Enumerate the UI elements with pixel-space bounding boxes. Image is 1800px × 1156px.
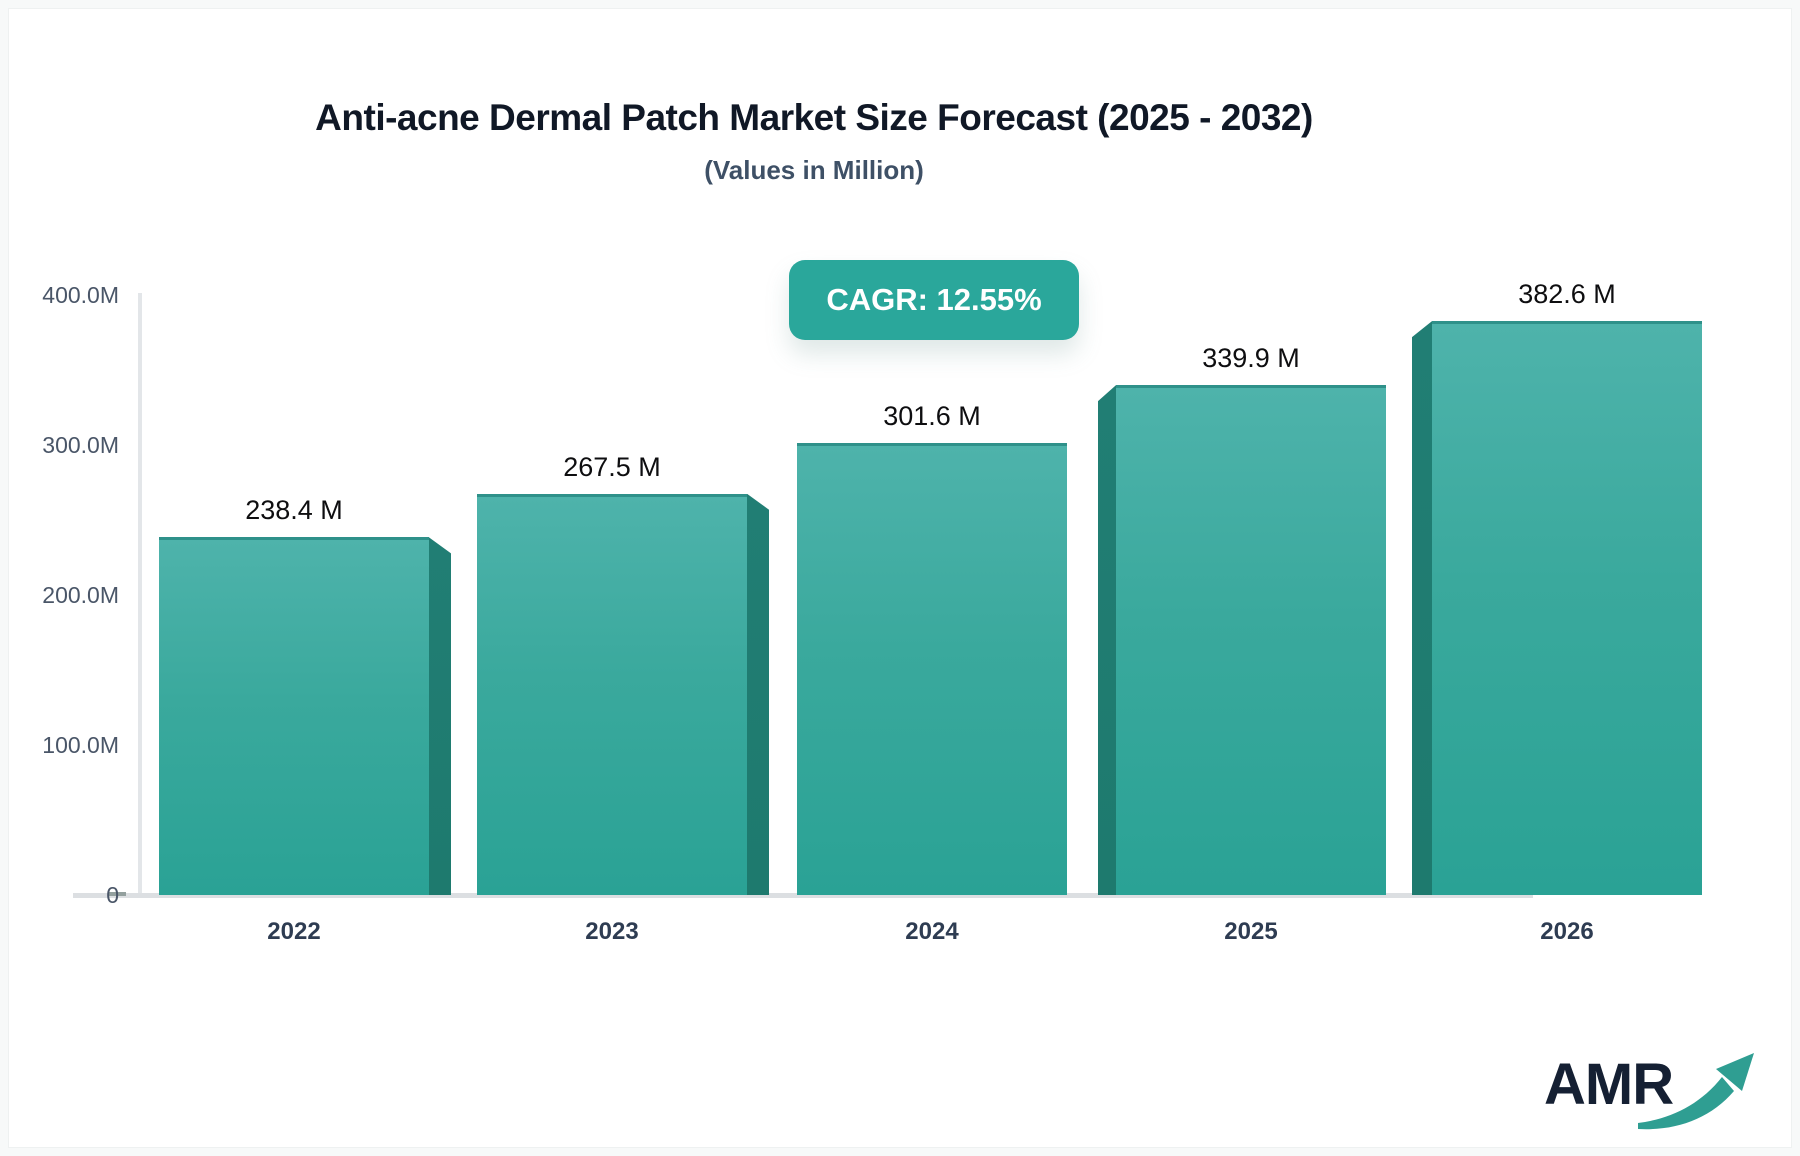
bar-2024 xyxy=(797,442,1067,895)
y-tick-label: 200.0M xyxy=(42,582,119,608)
x-tick-label-2026: 2026 xyxy=(1540,918,1594,945)
bar-3d-side-2025 xyxy=(1098,385,1116,895)
bar-3d-side-2022 xyxy=(429,537,451,895)
y-tick-label: 100.0M xyxy=(42,732,119,758)
bar-2025 xyxy=(1116,385,1386,895)
bar-3d-side-2023 xyxy=(747,493,769,895)
x-axis-baseline xyxy=(73,893,1533,898)
y-tick-label: 0 xyxy=(106,882,119,908)
bar-2022 xyxy=(159,537,429,895)
chart-card: Anti-acne Dermal Patch Market Size Forec… xyxy=(8,8,1792,1148)
y-axis-line xyxy=(138,293,142,895)
bar-value-label-2023: 267.5 M xyxy=(563,451,661,482)
y-tick-label: 300.0M xyxy=(42,432,119,458)
bar-value-label-2025: 339.9 M xyxy=(1202,343,1300,374)
y-tick-label: 400.0M xyxy=(42,282,119,308)
bar-value-label-2024: 301.6 M xyxy=(883,400,981,431)
growth-arrow-icon xyxy=(1636,1053,1756,1138)
chart-subtitle: (Values in Million) xyxy=(704,155,924,185)
x-tick-label-2022: 2022 xyxy=(267,918,321,945)
cagr-badge-label: CAGR: 12.55% xyxy=(826,282,1042,317)
bar-value-label-2022: 238.4 M xyxy=(245,495,343,526)
x-tick-label-2024: 2024 xyxy=(905,918,959,945)
amr-logo-text: AMR xyxy=(1544,1052,1674,1117)
amr-logo: AMR xyxy=(1544,1047,1774,1130)
bar-value-label-2026: 382.6 M xyxy=(1518,279,1616,310)
x-tick-label-2025: 2025 xyxy=(1224,918,1278,945)
chart-title: Anti-acne Dermal Patch Market Size Forec… xyxy=(315,97,1313,138)
cagr-badge: CAGR: 12.55% xyxy=(789,260,1079,340)
bar-2023 xyxy=(477,493,747,895)
bar-2026 xyxy=(1432,321,1702,895)
bar-3d-side-2026 xyxy=(1412,321,1432,895)
x-tick-label-2023: 2023 xyxy=(585,918,639,945)
zero-tick-mark xyxy=(109,892,126,896)
